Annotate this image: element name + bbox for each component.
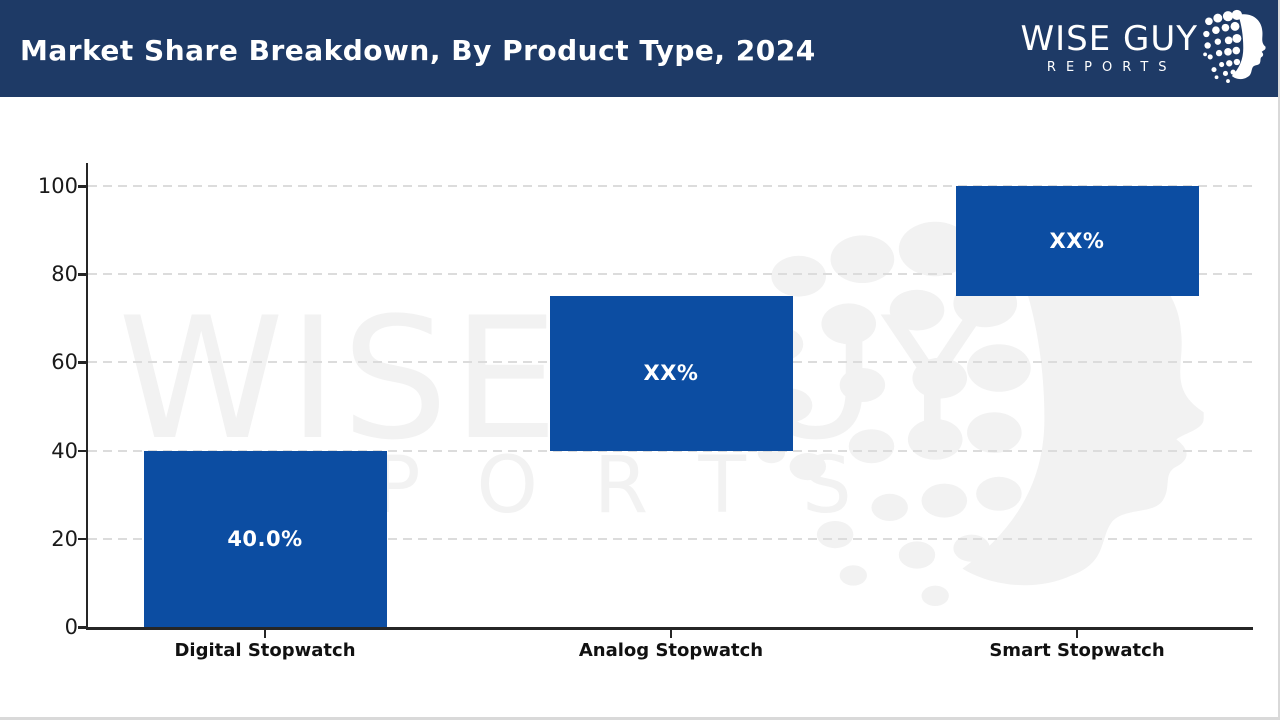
y-axis-tick-label: 80	[51, 262, 78, 287]
bar-value-label: 40.0%	[227, 526, 303, 551]
x-axis-tick-label: Digital Stopwatch	[174, 640, 356, 661]
brand-text: WISE GUY REPORTS	[1020, 19, 1198, 75]
gridline-20	[88, 537, 1253, 540]
bar-digital-stopwatch: 40.0%	[143, 450, 387, 627]
header: Market Share Breakdown, By Product Type,…	[0, 0, 1278, 97]
y-axis-tick-label: 0	[64, 615, 78, 639]
y-tick-mark	[78, 626, 87, 629]
brand-subtitle: REPORTS	[1046, 59, 1177, 75]
y-tick-mark	[78, 449, 87, 453]
x-tick-mark	[669, 629, 673, 638]
y-tick-mark	[78, 361, 87, 364]
bar-value-label: XX%	[1049, 229, 1105, 254]
y-tick-mark	[78, 537, 87, 541]
y-axis-line	[85, 163, 88, 630]
y-tick-mark	[78, 273, 87, 276]
y-axis-tick-label: 20	[51, 526, 78, 551]
page-title: Market Share Breakdown, By Product Type,…	[20, 34, 816, 67]
y-tick-mark	[78, 185, 87, 188]
x-axis-tick-label: Analog Stopwatch	[578, 640, 764, 661]
x-axis-tick-label: Smart Stopwatch	[989, 640, 1165, 661]
gridline-100	[88, 185, 1253, 187]
x-tick-mark	[263, 629, 267, 638]
bar-value-label: XX%	[643, 361, 699, 386]
y-axis-tick-label: 40	[51, 438, 78, 463]
bar-analog-stopwatch: XX%	[549, 296, 793, 451]
gridline-80	[88, 273, 1253, 276]
y-axis-tick-label: 60	[51, 350, 78, 375]
brand-logo: WISE GUY REPORTS	[1020, 9, 1270, 87]
brand-name: WISE GUY	[1020, 19, 1198, 60]
brand-face-icon	[1203, 9, 1266, 86]
y-axis-tick-label: 100	[37, 174, 78, 198]
bar-smart-stopwatch: XX%	[955, 186, 1199, 297]
x-axis-line	[85, 627, 1253, 630]
x-tick-mark	[1075, 629, 1079, 638]
gridline-40	[88, 449, 1253, 452]
